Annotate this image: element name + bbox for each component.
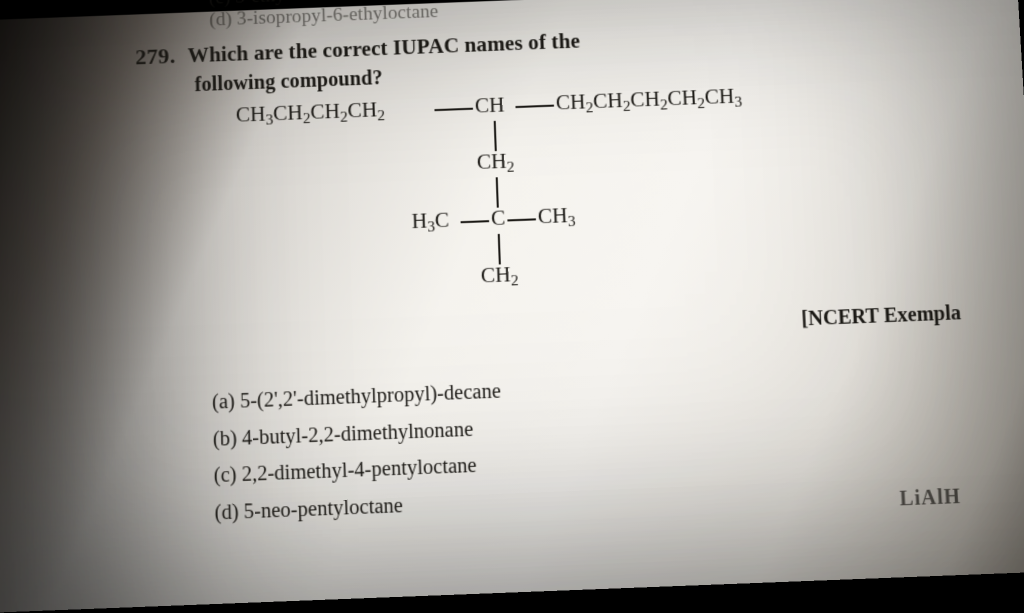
bond-h4 (507, 218, 536, 221)
options: (a) 5-(2',2'-dimethylpropyl)-decane (b) … (212, 355, 1007, 533)
frag-main-right: CH2CH2CH2CH2CH3 (555, 83, 742, 118)
content-block: (c) 3-ethy (d) 3-isopropyl-6-ethyloctane… (106, 0, 1007, 536)
bond-v2 (496, 177, 499, 207)
frag-main-left: CH3CH2CH2CH2 (236, 97, 386, 131)
footer-cut: LiAlH (899, 486, 961, 512)
frag-ch2-2: CH2 (480, 262, 519, 292)
frag-left-ch3: H3C (411, 207, 449, 237)
frag-main-ch: CH (474, 92, 504, 118)
bond-h1 (434, 108, 473, 111)
bond-h2 (515, 105, 554, 108)
structural-formula: CH3CH2CH2CH2 CH CH2CH2CH2CH2CH3 CH2 H3C … (367, 77, 1024, 304)
frag-c: C (491, 205, 506, 231)
q-number: 279. (135, 43, 176, 69)
bond-v1 (494, 121, 497, 151)
source-tag: [NCERT Exempla (801, 302, 962, 332)
frag-ch2-1: CH2 (476, 148, 514, 178)
page-surface: (c) 3-ethy (d) 3-isopropyl-6-ethyloctane… (0, 0, 1024, 613)
bond-h3 (461, 220, 490, 223)
frag-right-ch3: CH3 (537, 203, 575, 233)
bond-v3 (498, 234, 501, 265)
